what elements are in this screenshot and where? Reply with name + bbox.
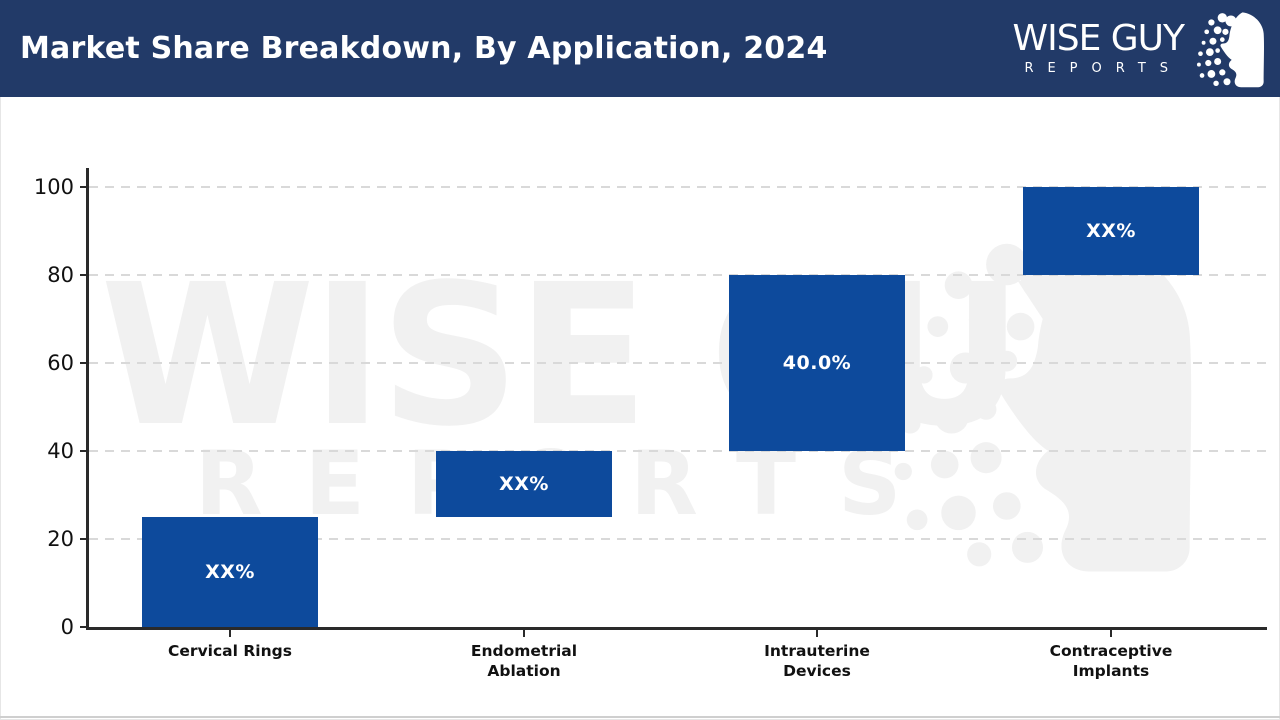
y-axis-tick-mark [80,274,89,276]
bar-segment: 40.0% [729,275,905,451]
bar-value-label: XX% [1086,220,1136,242]
y-axis-line [86,168,89,630]
x-axis-category-label: Endometrial Ablation [470,642,578,680]
x-axis-tick-mark [1110,627,1112,637]
y-axis-tick-label: 0 [60,615,74,639]
gridline [89,538,1269,540]
y-axis-tick-mark [80,450,89,452]
page-title: Market Share Breakdown, By Application, … [20,31,828,66]
bar-segment: XX% [142,517,318,627]
y-axis-tick-label: 80 [47,263,74,287]
gridline [89,450,1269,452]
x-axis-tick-mark [523,627,525,637]
x-axis-line [86,627,1267,630]
gridline [89,186,1269,188]
header: Market Share Breakdown, By Application, … [0,0,1280,97]
y-axis-tick-mark [80,626,89,628]
bar-segment: XX% [436,451,612,517]
x-axis-tick-mark [229,627,231,637]
logo-text: WISE GUY REPORTS [1012,18,1185,77]
y-axis-tick-label: 60 [47,351,74,375]
wiseguy-head-icon [1188,6,1266,92]
watermark-wordmark: WISE GUY [100,242,1161,469]
y-axis-tick-mark [80,538,89,540]
y-axis-tick-label: 20 [47,527,74,551]
y-axis-tick-mark [80,362,89,364]
gridline [89,274,1269,276]
bar-value-label: 40.0% [782,352,852,374]
logo: WISE GUY REPORTS [1013,6,1267,92]
gridline [89,362,1269,364]
bar-value-label: XX% [499,473,549,495]
bottom-border-line [0,716,1280,718]
x-axis-tick-mark [816,627,818,637]
y-axis-tick-label: 40 [47,439,74,463]
y-axis-tick-mark [80,186,89,188]
y-axis-tick-label: 100 [33,175,74,199]
bar-segment: XX% [1023,187,1199,275]
logo-reports-label: REPORTS [1024,61,1183,76]
x-axis-category-label: Intrauterine Devices [764,642,870,680]
x-axis-category-label: Cervical Rings [168,642,292,660]
x-axis-category-label: Contraceptive Implants [1049,642,1173,680]
bar-value-label: XX% [205,561,255,583]
logo-wordmark: WISE GUY [1012,18,1185,59]
